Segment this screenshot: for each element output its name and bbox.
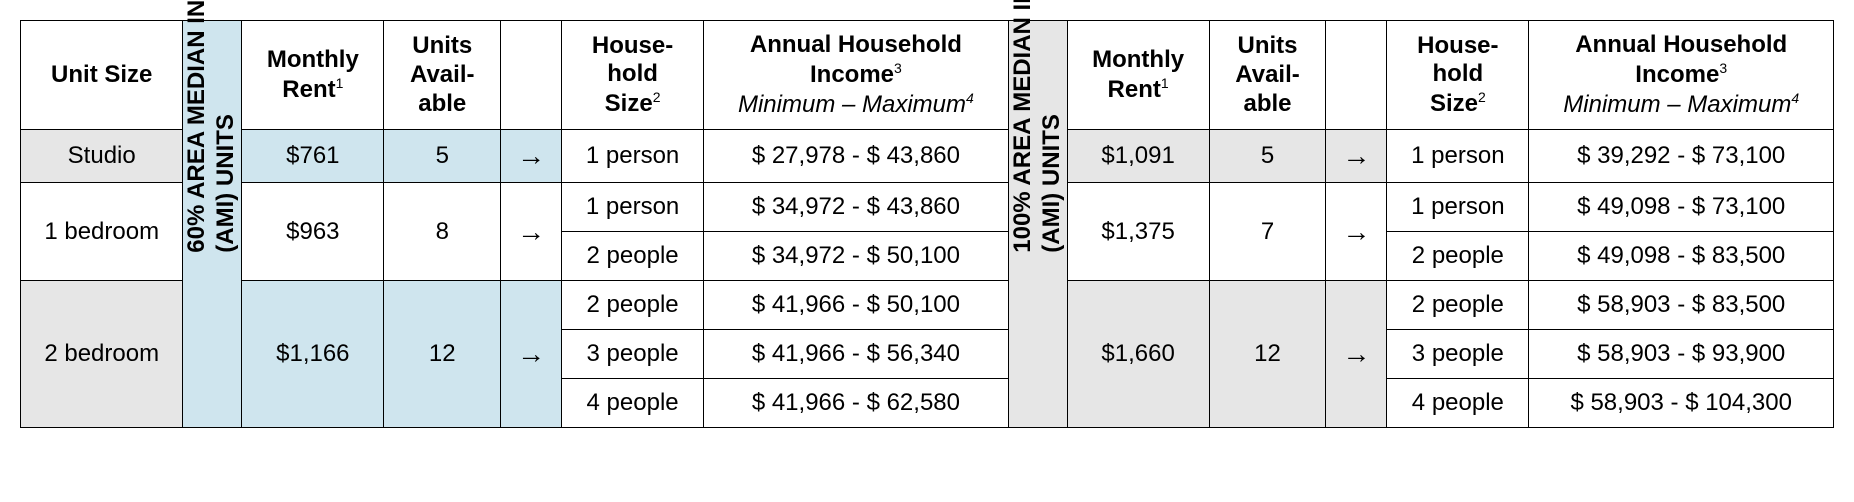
ami-units-table: Unit Size 60% AREA MEDIAN INCOME (AMI) U… xyxy=(20,20,1834,428)
header-household-size-a: House-holdSize2 xyxy=(562,21,704,130)
hhsize-2bed-b-2: 4 people xyxy=(1387,379,1529,428)
income-2bed-a-2: $ 41,966 - $ 62,580 xyxy=(704,379,1009,428)
header-arrow-b xyxy=(1326,21,1387,130)
header-annual-income-b: Annual Household Income3 Minimum – Maxim… xyxy=(1529,21,1834,130)
income-1bed-a-0: $ 34,972 - $ 43,860 xyxy=(704,183,1009,232)
units-2bed-b: 12 xyxy=(1209,281,1326,428)
income-2bed-b-0: $ 58,903 - $ 83,500 xyxy=(1529,281,1834,330)
row-studio: Studio $761 5 → 1 person $ 27,978 - $ 43… xyxy=(21,130,1834,183)
section-label-60ami: 60% AREA MEDIAN INCOME (AMI) UNITS xyxy=(183,21,242,428)
income-1bed-a-1: $ 34,972 - $ 50,100 xyxy=(704,232,1009,281)
section-label-100ami-line1: 100% AREA MEDIAN INCOME xyxy=(1009,0,1036,253)
arrow-icon: → xyxy=(501,130,562,183)
rent-2bed-a: $1,166 xyxy=(242,281,384,428)
hhsize-1bed-a-1: 2 people xyxy=(562,232,704,281)
header-row: Unit Size 60% AREA MEDIAN INCOME (AMI) U… xyxy=(21,21,1834,130)
arrow-icon: → xyxy=(1326,183,1387,281)
header-monthly-rent-a: Monthly Rent1 xyxy=(242,21,384,130)
rent-1bed-a: $963 xyxy=(242,183,384,281)
rent-2bed-b: $1,660 xyxy=(1067,281,1209,428)
hhsize-2bed-b-1: 3 people xyxy=(1387,330,1529,379)
hhsize-2bed-a-0: 2 people xyxy=(562,281,704,330)
unit-size-2bed: 2 bedroom xyxy=(21,281,183,428)
income-2bed-b-2: $ 58,903 - $ 104,300 xyxy=(1529,379,1834,428)
units-1bed-b: 7 xyxy=(1209,183,1326,281)
header-household-size-b: House-holdSize2 xyxy=(1387,21,1529,130)
section-label-100ami: 100% AREA MEDIAN INCOME (AMI) UNITS xyxy=(1008,21,1067,428)
units-studio-b: 5 xyxy=(1209,130,1326,183)
section-label-60ami-line2: (AMI) UNITS xyxy=(212,114,239,253)
header-annual-income-a: Annual Household Income3 Minimum – Maxim… xyxy=(704,21,1009,130)
header-units-available-a: UnitsAvail-able xyxy=(384,21,501,130)
hhsize-studio-b-0: 1 person xyxy=(1387,130,1529,183)
section-label-60ami-line1: 60% AREA MEDIAN INCOME xyxy=(184,0,211,253)
hhsize-studio-a-0: 1 person xyxy=(562,130,704,183)
arrow-icon: → xyxy=(1326,281,1387,428)
hhsize-1bed-a-0: 1 person xyxy=(562,183,704,232)
income-studio-b-0: $ 39,292 - $ 73,100 xyxy=(1529,130,1834,183)
arrow-icon: → xyxy=(501,281,562,428)
units-2bed-a: 12 xyxy=(384,281,501,428)
row-2bed-1: 2 bedroom $1,166 12 → 2 people $ 41,966 … xyxy=(21,281,1834,330)
rent-1bed-b: $1,375 xyxy=(1067,183,1209,281)
row-1bed-1: 1 bedroom $963 8 → 1 person $ 34,972 - $… xyxy=(21,183,1834,232)
header-unit-size: Unit Size xyxy=(21,21,183,130)
income-2bed-a-1: $ 41,966 - $ 56,340 xyxy=(704,330,1009,379)
units-studio-a: 5 xyxy=(384,130,501,183)
income-studio-a-0: $ 27,978 - $ 43,860 xyxy=(704,130,1009,183)
hhsize-1bed-b-0: 1 person xyxy=(1387,183,1529,232)
hhsize-2bed-a-2: 4 people xyxy=(562,379,704,428)
arrow-icon: → xyxy=(1326,130,1387,183)
header-monthly-rent-b: Monthly Rent1 xyxy=(1067,21,1209,130)
section-label-100ami-line2: (AMI) UNITS xyxy=(1038,114,1065,253)
income-1bed-b-1: $ 49,098 - $ 83,500 xyxy=(1529,232,1834,281)
rent-studio-b: $1,091 xyxy=(1067,130,1209,183)
hhsize-1bed-b-1: 2 people xyxy=(1387,232,1529,281)
hhsize-2bed-a-1: 3 people xyxy=(562,330,704,379)
header-arrow-a xyxy=(501,21,562,130)
unit-size-studio: Studio xyxy=(21,130,183,183)
header-units-available-b: UnitsAvail-able xyxy=(1209,21,1326,130)
units-1bed-a: 8 xyxy=(384,183,501,281)
rent-studio-a: $761 xyxy=(242,130,384,183)
arrow-icon: → xyxy=(501,183,562,281)
income-2bed-a-0: $ 41,966 - $ 50,100 xyxy=(704,281,1009,330)
income-2bed-b-1: $ 58,903 - $ 93,900 xyxy=(1529,330,1834,379)
unit-size-1bed: 1 bedroom xyxy=(21,183,183,281)
hhsize-2bed-b-0: 2 people xyxy=(1387,281,1529,330)
income-1bed-b-0: $ 49,098 - $ 73,100 xyxy=(1529,183,1834,232)
